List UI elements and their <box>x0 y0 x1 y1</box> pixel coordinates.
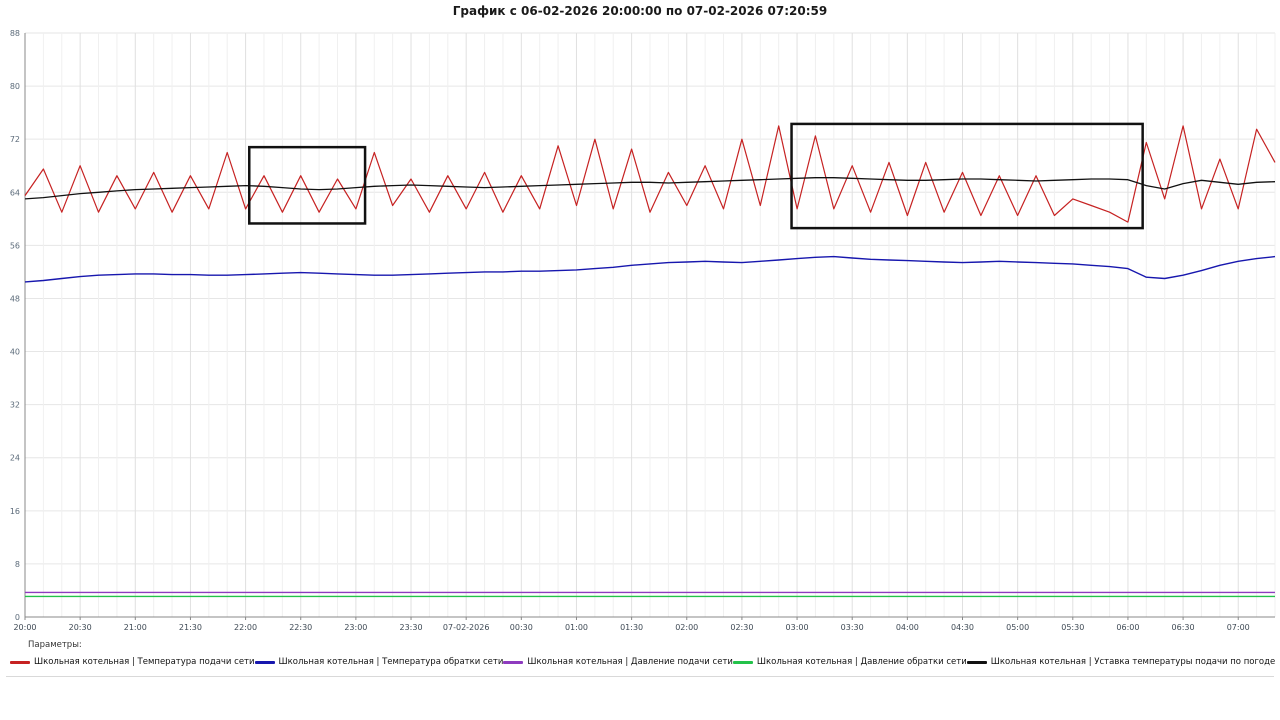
y-tick-label: 40 <box>10 348 20 357</box>
x-tick-label: 22:30 <box>289 623 312 632</box>
x-tick-label: 21:00 <box>124 623 147 632</box>
legend: Школьная котельная | Температура подачи … <box>6 653 1276 677</box>
x-tick-label: 04:30 <box>951 623 974 632</box>
y-tick-label: 64 <box>10 188 20 197</box>
x-tick-label: 07:00 <box>1227 623 1250 632</box>
x-tick-label: 05:30 <box>1061 623 1084 632</box>
y-tick-label: 88 <box>10 29 20 38</box>
legend-item: Школьная котельная | Давление подачи сет… <box>503 657 733 667</box>
legend-swatch <box>966 660 987 664</box>
x-tick-label: 02:00 <box>675 623 698 632</box>
y-tick-label: 72 <box>10 135 20 144</box>
annotation-rect <box>790 122 1144 230</box>
x-tick-label: 00:30 <box>510 623 533 632</box>
legend-swatch <box>732 660 753 664</box>
x-tick-label: 01:30 <box>620 623 643 632</box>
chart-title: График с 06-02-2026 20:00:00 по 07-02-20… <box>452 4 828 18</box>
x-tick-label: 20:00 <box>13 623 36 632</box>
x-tick-label: 23:00 <box>344 623 367 632</box>
x-tick-label: 07-02-2026 <box>443 623 490 632</box>
series-setpoint-temp <box>24 177 1276 200</box>
y-tick-label: 48 <box>10 294 20 303</box>
legend-item: Школьная котельная | Уставка температуры… <box>966 657 1276 667</box>
legend-item-label: Школьная котельная | Давление подачи сет… <box>527 657 733 667</box>
legend-item-label: Школьная котельная | Уставка температуры… <box>990 657 1276 667</box>
x-tick-label: 06:00 <box>1116 623 1139 632</box>
legend-swatch <box>254 660 275 664</box>
x-tick-label: 05:00 <box>1006 623 1029 632</box>
x-tick-label: 23:30 <box>399 623 422 632</box>
x-tick-label: 06:30 <box>1172 623 1195 632</box>
x-tick-label: 03:00 <box>786 623 809 632</box>
y-tick-label: 32 <box>10 401 20 410</box>
y-tick-label: 0 <box>15 613 20 622</box>
y-tick-label: 56 <box>10 241 20 250</box>
y-tick-label: 16 <box>10 507 20 516</box>
legend-item: Школьная котельная | Температура подачи … <box>10 657 255 667</box>
legend-item: Школьная котельная | Давление обратки се… <box>732 657 967 667</box>
x-tick-label: 03:30 <box>841 623 864 632</box>
y-tick-label: 80 <box>10 82 20 91</box>
legend-swatch <box>503 660 524 664</box>
legend-item: Школьная котельная | Температура обратки… <box>254 657 504 667</box>
legend-item-label: Школьная котельная | Температура обратки… <box>278 657 504 667</box>
x-tick-label: 22:00 <box>234 623 257 632</box>
x-tick-label: 04:00 <box>896 623 919 632</box>
x-tick-label: 20:30 <box>69 623 92 632</box>
series-supply-temp <box>24 125 1276 223</box>
legend-swatch <box>10 660 30 664</box>
x-tick-label: 01:00 <box>565 623 588 632</box>
annotation-rect <box>248 145 367 225</box>
legend-item-label: Школьная котельная | Давление обратки се… <box>756 657 967 667</box>
legend-item-label: Школьная котельная | Температура подачи … <box>34 657 255 667</box>
legend-title: Параметры: <box>28 640 82 650</box>
y-tick-label: 8 <box>15 560 20 569</box>
x-tick-label: 21:30 <box>179 623 202 632</box>
chart-canvas: 0 8 16 24 32 40 48 56 64 72 80 88 20:00 20:30 21:00 21:… <box>10 29 1276 632</box>
x-tick-label: 02:30 <box>730 623 753 632</box>
y-tick-label: 24 <box>10 454 20 463</box>
series-return-temp <box>24 255 1276 283</box>
